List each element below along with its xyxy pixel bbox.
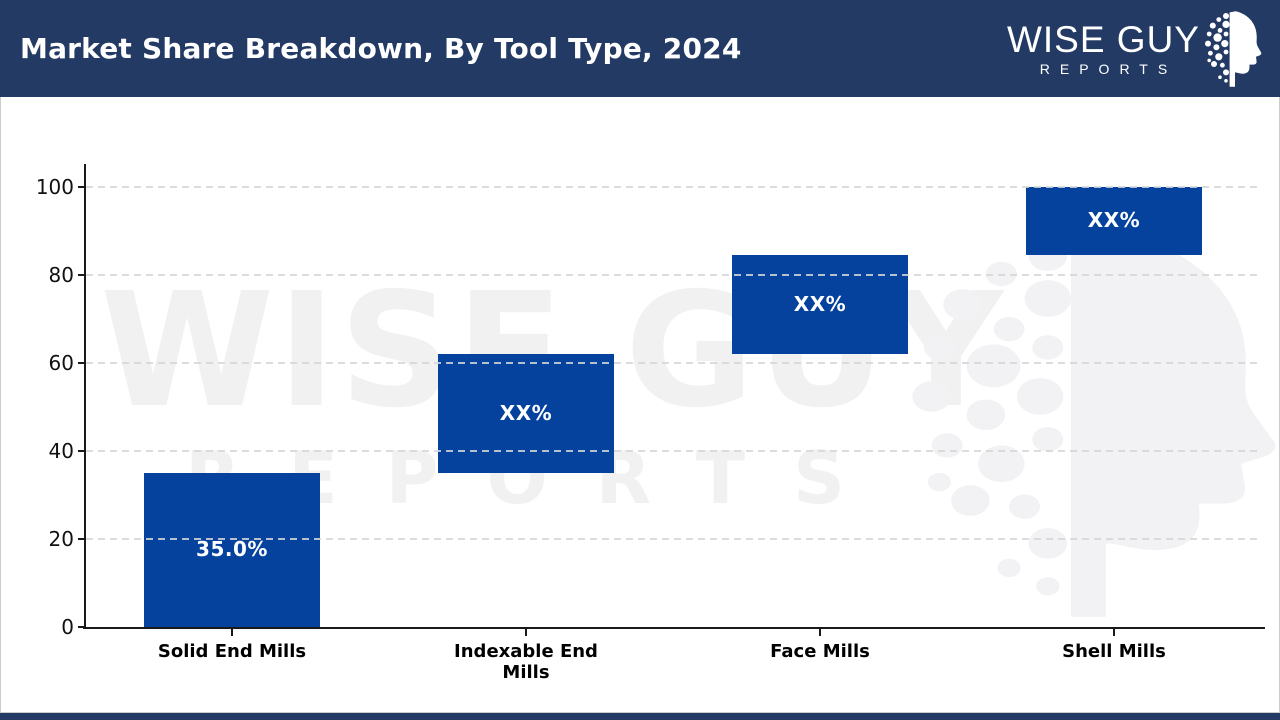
header-bar: Market Share Breakdown, By Tool Type, 20… xyxy=(0,0,1280,97)
footer-bar xyxy=(0,713,1280,720)
x-axis-spine xyxy=(83,627,1265,629)
y-tick-label: 60 xyxy=(48,351,74,375)
y-axis-tick xyxy=(78,362,85,364)
x-category-label: Shell Mills xyxy=(1062,641,1166,662)
x-category-label: Solid End Mills xyxy=(157,641,307,662)
gridline xyxy=(86,186,1262,188)
chart-canvas: WISE GUY REPORTS 0 20 40 60 80 100 35.0% Solid … xyxy=(0,97,1280,713)
y-tick-label: 20 xyxy=(48,527,74,551)
y-axis-spine xyxy=(84,164,86,629)
bar-value-label: XX% xyxy=(1087,208,1141,233)
bar-segment xyxy=(438,354,614,473)
y-axis-tick xyxy=(78,186,85,188)
gridline xyxy=(86,450,1262,452)
gridline xyxy=(86,362,1262,364)
frame-border-left xyxy=(0,97,1,720)
x-axis-tick xyxy=(525,629,527,636)
wise-guy-logo: WISE GUY REPORTS xyxy=(1007,8,1262,90)
y-axis-tick xyxy=(78,274,85,276)
y-tick-label: 80 xyxy=(48,263,74,287)
logo-wordmark: WISE GUY xyxy=(1006,18,1200,60)
gridline xyxy=(86,274,1262,276)
footer-divider xyxy=(0,712,1280,713)
bar-value-label: XX% xyxy=(499,400,553,425)
head-silhouette-icon xyxy=(1202,8,1262,90)
x-category-label: Indexable End Mills xyxy=(454,641,598,683)
logo-text: WISE GUY REPORTS xyxy=(1007,21,1200,77)
x-category-label: Face Mills xyxy=(770,641,870,662)
logo-subtitle: REPORTS xyxy=(1039,60,1178,77)
x-axis-tick xyxy=(819,629,821,636)
bar-value-label: XX% xyxy=(793,291,847,316)
bar-segment xyxy=(144,473,320,627)
page-title: Market Share Breakdown, By Tool Type, 20… xyxy=(20,32,742,65)
y-tick-label: 100 xyxy=(35,175,74,199)
y-axis-tick xyxy=(78,538,85,540)
bar-segment xyxy=(732,255,908,355)
x-axis-tick xyxy=(1113,629,1115,636)
y-axis-tick xyxy=(78,450,85,452)
watermark-head-icon xyxy=(893,225,1280,623)
gridline xyxy=(86,538,1262,540)
x-axis-tick xyxy=(231,629,233,636)
y-tick-label: 0 xyxy=(61,615,74,639)
bar-segment xyxy=(1026,187,1202,256)
bar-value-label: 35.0% xyxy=(196,537,268,561)
y-tick-label: 40 xyxy=(48,439,74,463)
y-axis-tick xyxy=(78,626,85,628)
